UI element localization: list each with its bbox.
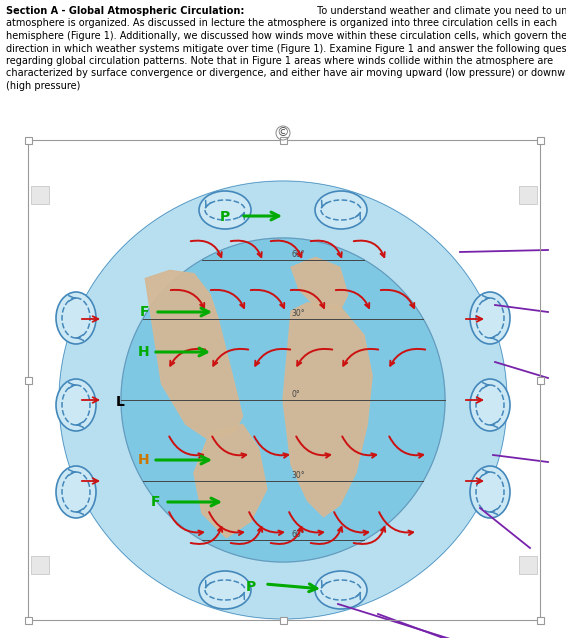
Text: 30°: 30° bbox=[291, 471, 305, 480]
Ellipse shape bbox=[199, 191, 251, 229]
Ellipse shape bbox=[315, 571, 367, 609]
Text: H: H bbox=[138, 453, 149, 467]
Text: F: F bbox=[140, 305, 149, 319]
FancyBboxPatch shape bbox=[31, 556, 49, 574]
Ellipse shape bbox=[56, 379, 96, 431]
Text: P: P bbox=[220, 210, 230, 224]
Polygon shape bbox=[145, 271, 242, 440]
FancyBboxPatch shape bbox=[519, 556, 537, 574]
Polygon shape bbox=[291, 258, 348, 311]
Ellipse shape bbox=[470, 292, 510, 344]
FancyBboxPatch shape bbox=[31, 186, 49, 204]
Text: direction in which weather systems mitigate over time (Figure 1). Examine Figure: direction in which weather systems mitig… bbox=[6, 43, 566, 54]
Text: To understand weather and climate you need to understand how the: To understand weather and climate you ne… bbox=[314, 6, 566, 16]
Ellipse shape bbox=[56, 466, 96, 518]
Text: regarding global circulation patterns. Note that in Figure 1 areas where winds c: regarding global circulation patterns. N… bbox=[6, 56, 553, 66]
Text: L: L bbox=[116, 395, 125, 409]
FancyBboxPatch shape bbox=[280, 616, 286, 623]
Text: characterized by surface convergence or divergence, and either have air moving u: characterized by surface convergence or … bbox=[6, 68, 566, 78]
Text: 30°: 30° bbox=[291, 309, 305, 318]
Ellipse shape bbox=[199, 571, 251, 609]
Text: hemisphere (Figure 1). Additionally, we discussed how winds move within these ci: hemisphere (Figure 1). Additionally, we … bbox=[6, 31, 566, 41]
Text: ©: © bbox=[277, 126, 289, 140]
Polygon shape bbox=[283, 303, 372, 517]
Ellipse shape bbox=[470, 466, 510, 518]
FancyBboxPatch shape bbox=[24, 616, 32, 623]
Text: atmosphere is organized. As discussed in lecture the atmosphere is organized int: atmosphere is organized. As discussed in… bbox=[6, 19, 557, 29]
FancyBboxPatch shape bbox=[519, 186, 537, 204]
Text: P: P bbox=[246, 580, 256, 594]
FancyBboxPatch shape bbox=[24, 376, 32, 383]
Text: F: F bbox=[151, 495, 161, 509]
FancyBboxPatch shape bbox=[280, 137, 286, 144]
Text: Section A - Global Atmospheric Circulation:: Section A - Global Atmospheric Circulati… bbox=[6, 6, 245, 16]
Text: 0°: 0° bbox=[291, 390, 300, 399]
Text: (high pressure): (high pressure) bbox=[6, 81, 80, 91]
FancyBboxPatch shape bbox=[537, 616, 543, 623]
FancyBboxPatch shape bbox=[537, 137, 543, 144]
Text: 60°: 60° bbox=[291, 530, 305, 539]
Polygon shape bbox=[194, 424, 267, 538]
Circle shape bbox=[121, 238, 445, 562]
FancyBboxPatch shape bbox=[24, 137, 32, 144]
Text: H: H bbox=[138, 345, 149, 359]
Ellipse shape bbox=[56, 292, 96, 344]
Ellipse shape bbox=[470, 379, 510, 431]
Text: 60°: 60° bbox=[291, 249, 305, 258]
Ellipse shape bbox=[315, 191, 367, 229]
Polygon shape bbox=[59, 181, 507, 619]
FancyBboxPatch shape bbox=[537, 376, 543, 383]
